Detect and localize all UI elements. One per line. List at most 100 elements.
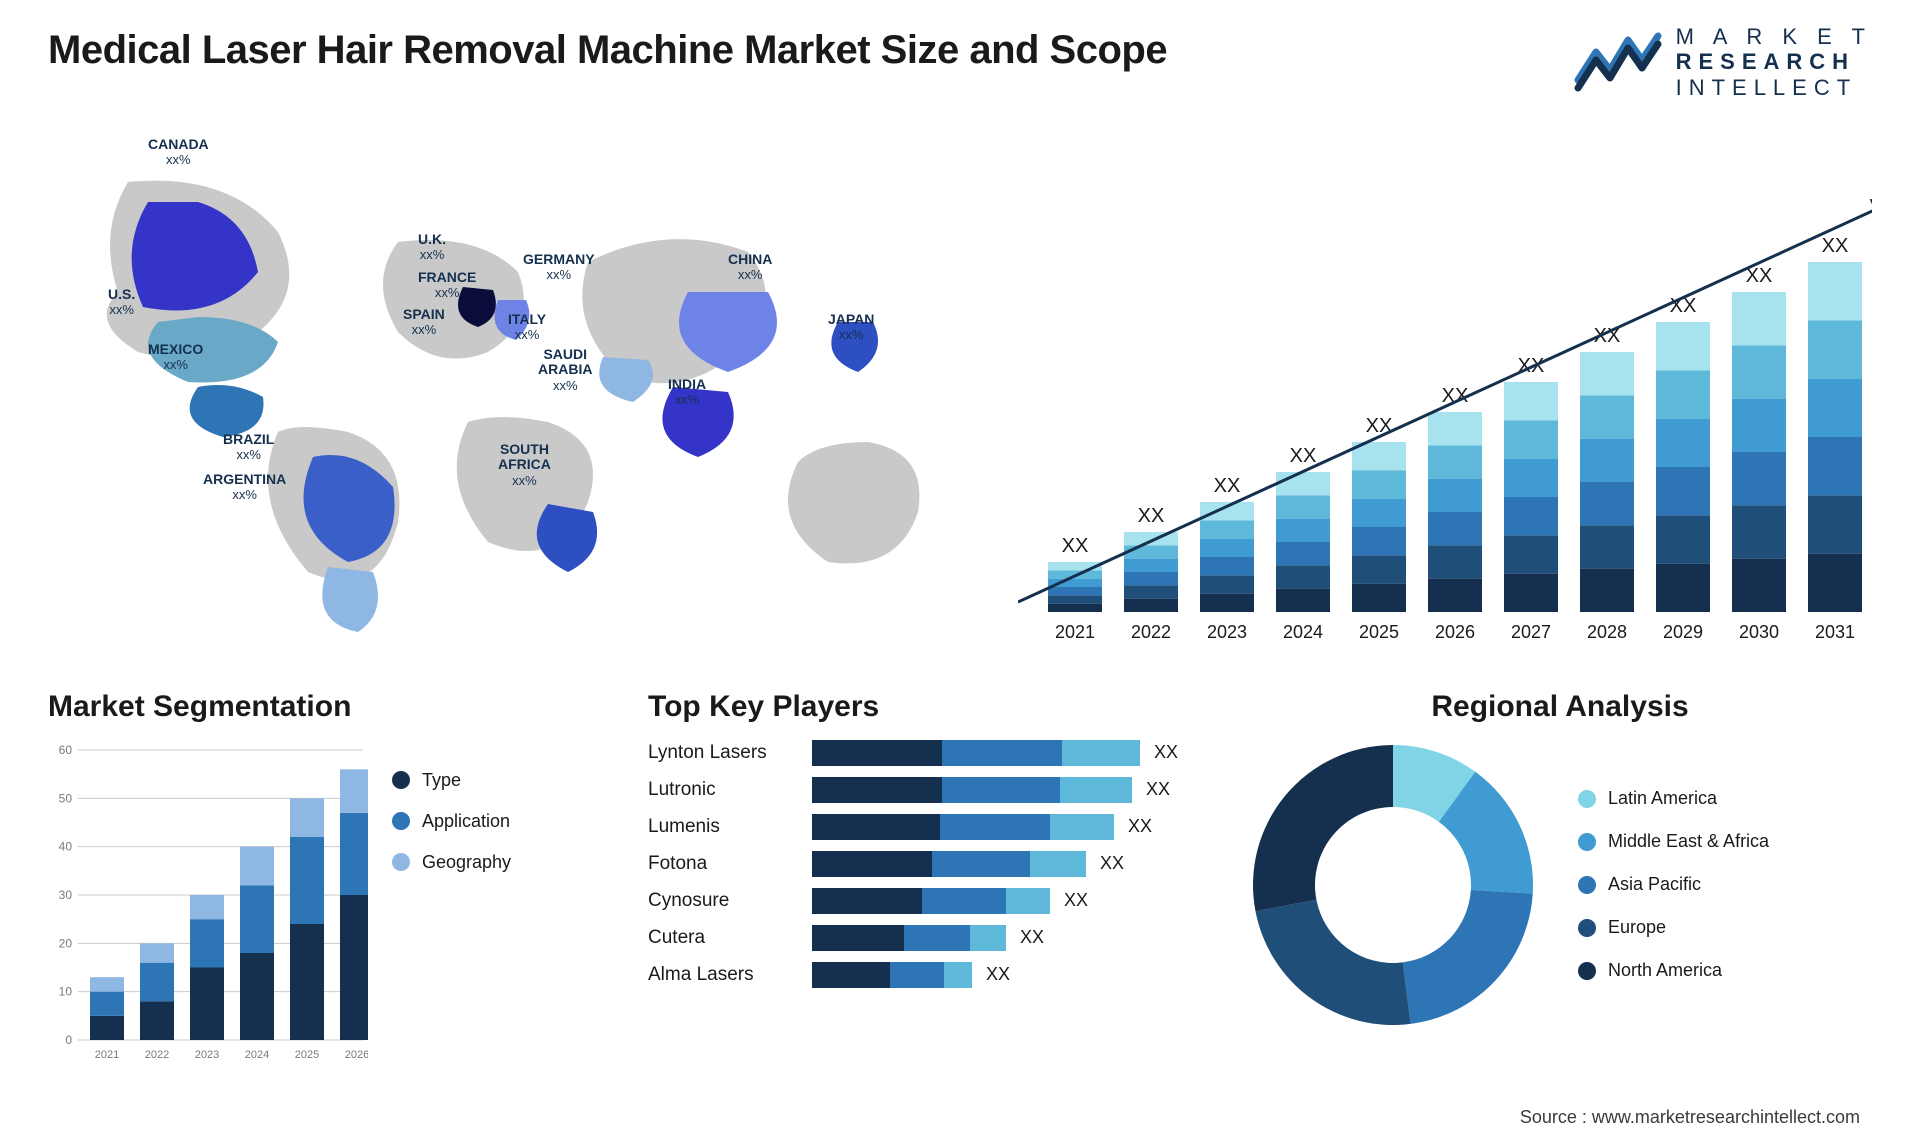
player-value: XX [1154,742,1178,763]
bottom-row: Market Segmentation 01020304050602021202… [48,690,1872,1120]
map-label-brazil: BRAZILxx% [223,432,274,463]
regional-title: Regional Analysis [1248,690,1872,724]
player-name: Cutera [648,927,798,949]
header: Medical Laser Hair Removal Machine Marke… [48,28,1872,100]
svg-text:2028: 2028 [1587,622,1627,642]
map-label-spain: SPAINxx% [403,307,445,338]
svg-text:2027: 2027 [1511,622,1551,642]
logo: M A R K E T RESEARCH INTELLECT [1574,24,1872,100]
svg-text:2025: 2025 [295,1049,319,1061]
player-bar [812,888,1050,914]
logo-icon [1574,30,1662,94]
legend-label: Geography [422,852,511,873]
region-legend-item: Latin America [1578,788,1769,809]
svg-text:2025: 2025 [1359,622,1399,642]
svg-text:XX: XX [1062,535,1089,557]
legend-label: North America [1608,960,1722,981]
seg-legend-item: Geography [392,852,511,873]
svg-text:2022: 2022 [1131,622,1171,642]
region-legend-item: Asia Pacific [1578,874,1769,895]
legend-dot [1578,876,1596,894]
segmentation-chart: 0102030405060202120222023202420252026 [48,740,368,1070]
key-players-panel: Top Key Players Lynton LasersXXLutronicX… [648,690,1208,1120]
svg-text:2031: 2031 [1815,622,1855,642]
player-value: XX [1064,890,1088,911]
key-player-row: Fotona XX [648,851,1208,877]
legend-dot [392,812,410,830]
svg-text:2022: 2022 [145,1049,169,1061]
svg-text:2026: 2026 [345,1049,368,1061]
world-map: CANADAxx%U.S.xx%MEXICOxx%BRAZILxx%ARGENT… [48,122,968,652]
key-player-row: Lumenis XX [648,814,1208,840]
player-name: Lutronic [648,779,798,801]
map-label-germany: GERMANYxx% [523,252,595,283]
key-players-list: Lynton LasersXXLutronicXXLumenisXXFotona… [648,740,1208,988]
key-player-row: Lynton Lasers XX [648,740,1208,766]
seg-legend-item: Application [392,811,511,832]
legend-label: Middle East & Africa [1608,831,1769,852]
logo-text: M A R K E T RESEARCH INTELLECT [1676,24,1872,100]
player-name: Lynton Lasers [648,742,798,764]
map-label-india: INDIAxx% [668,377,706,408]
region-legend-item: Europe [1578,917,1769,938]
svg-text:XX: XX [1214,475,1241,497]
logo-line3: INTELLECT [1676,75,1858,100]
svg-text:XX: XX [1138,505,1165,527]
svg-text:2026: 2026 [1435,622,1475,642]
svg-text:20: 20 [59,936,73,950]
source-footer: Source : www.marketresearchintellect.com [1520,1107,1860,1128]
svg-text:XX: XX [1442,385,1469,407]
legend-dot [392,853,410,871]
svg-text:2021: 2021 [1055,622,1095,642]
player-value: XX [1020,927,1044,948]
player-name: Alma Lasers [648,964,798,986]
legend-dot [1578,790,1596,808]
key-player-row: LutronicXX [648,777,1208,803]
legend-label: Asia Pacific [1608,874,1701,895]
svg-text:0: 0 [65,1033,72,1047]
key-player-row: Alma LasersXX [648,962,1208,988]
player-bar [812,962,972,988]
seg-legend-item: Type [392,770,511,791]
legend-label: Latin America [1608,788,1717,809]
svg-text:XX: XX [1822,235,1849,257]
logo-line2: RESEARCH [1676,49,1855,74]
svg-text:2024: 2024 [1283,622,1323,642]
player-value: XX [1100,853,1124,874]
player-name: Lumenis [648,816,798,838]
player-bar [812,740,1140,766]
legend-dot [1578,962,1596,980]
map-label-u-s-: U.S.xx% [108,287,135,318]
region-legend-item: North America [1578,960,1769,981]
svg-text:2023: 2023 [195,1049,219,1061]
legend-label: Type [422,770,461,791]
player-name: Cynosure [648,890,798,912]
player-bar [812,777,1132,803]
legend-dot [1578,833,1596,851]
player-bar [812,925,1006,951]
page-title: Medical Laser Hair Removal Machine Marke… [48,28,1167,73]
top-row: CANADAxx%U.S.xx%MEXICOxx%BRAZILxx%ARGENT… [48,122,1872,652]
map-label-u-k-: U.K.xx% [418,232,446,263]
map-label-italy: ITALYxx% [508,312,546,343]
player-bar [812,851,1086,877]
svg-text:10: 10 [59,985,73,999]
market-growth-chart: XX2021XX2022XX2023XX2024XX2025XX2026XX20… [1018,122,1872,652]
player-bar [812,814,1114,840]
regional-panel: Regional Analysis Latin America Middle Ea… [1248,690,1872,1120]
segmentation-title: Market Segmentation [48,690,608,724]
map-label-canada: CANADAxx% [148,137,209,168]
segmentation-legend: Type Application Geography [392,740,511,1070]
svg-text:50: 50 [59,791,73,805]
logo-line1: M A R K E T [1676,24,1872,49]
map-label-saudi-arabia: SAUDIARABIAxx% [538,347,592,393]
region-legend-item: Middle East & Africa [1578,831,1769,852]
player-value: XX [1128,816,1152,837]
player-name: Fotona [648,853,798,875]
legend-dot [1578,919,1596,937]
svg-text:30: 30 [59,888,73,902]
svg-text:2029: 2029 [1663,622,1703,642]
regional-donut [1248,740,1538,1030]
map-label-japan: JAPANxx% [828,312,874,343]
key-player-row: Cutera XX [648,925,1208,951]
